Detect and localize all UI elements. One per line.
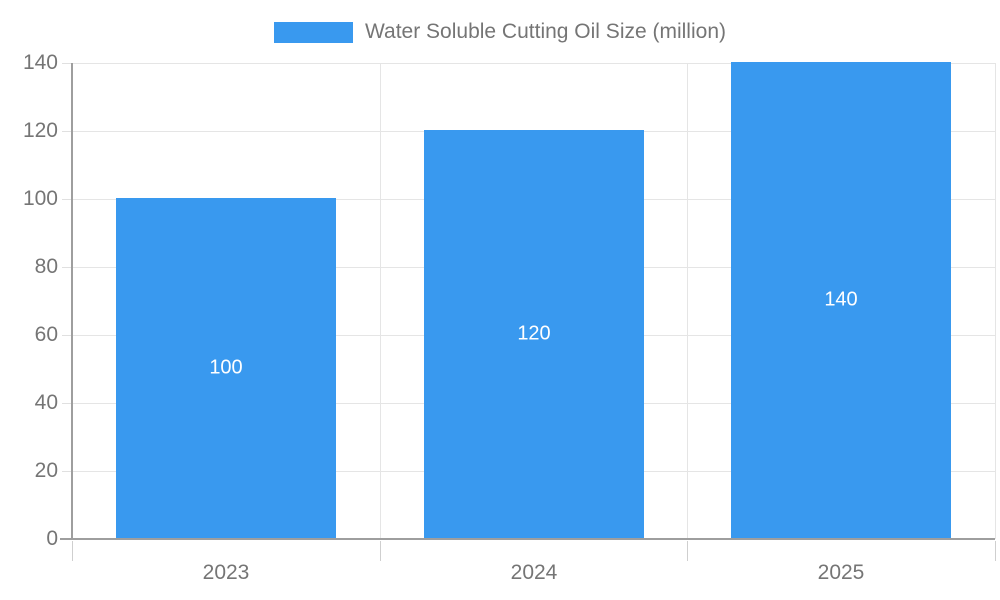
bar[interactable]: 140 bbox=[731, 62, 951, 538]
x-axis-tick bbox=[687, 541, 688, 561]
y-axis-label: 40 bbox=[34, 391, 58, 414]
y-axis-tick bbox=[62, 267, 72, 268]
y-axis-tick bbox=[62, 335, 72, 336]
bar-value-label: 100 bbox=[209, 356, 243, 379]
y-axis-label: 140 bbox=[22, 51, 58, 74]
y-axis-tick bbox=[62, 471, 72, 472]
y-axis-label: 80 bbox=[34, 255, 58, 278]
y-axis-line bbox=[71, 63, 73, 539]
gridline-horizontal bbox=[72, 63, 995, 64]
y-axis-label: 0 bbox=[46, 527, 58, 550]
y-axis-tick bbox=[62, 63, 72, 64]
x-axis-tick bbox=[380, 541, 381, 561]
legend[interactable]: Water Soluble Cutting Oil Size (million) bbox=[0, 18, 1000, 46]
x-axis-label: 2024 bbox=[510, 561, 558, 584]
gridline-vertical bbox=[380, 63, 381, 539]
y-axis-label: 20 bbox=[34, 459, 58, 482]
y-axis-tick bbox=[62, 199, 72, 200]
x-axis-tick bbox=[72, 541, 73, 561]
gridline-vertical bbox=[687, 63, 688, 539]
bar-value-label: 120 bbox=[517, 322, 551, 345]
y-axis-label: 100 bbox=[22, 187, 58, 210]
x-axis-baseline bbox=[60, 538, 995, 540]
y-axis-label: 60 bbox=[34, 323, 58, 346]
gridline-vertical bbox=[995, 63, 996, 539]
bar[interactable]: 100 bbox=[116, 198, 336, 538]
legend-swatch bbox=[273, 21, 353, 43]
bar[interactable]: 120 bbox=[424, 130, 644, 538]
y-axis-tick bbox=[62, 131, 72, 132]
legend-label: Water Soluble Cutting Oil Size (million) bbox=[364, 20, 726, 43]
bar-value-label: 140 bbox=[824, 288, 858, 311]
x-axis-tick bbox=[995, 541, 996, 561]
y-axis-tick bbox=[62, 403, 72, 404]
y-axis-label: 120 bbox=[22, 119, 58, 142]
x-axis-label: 2025 bbox=[817, 561, 865, 584]
x-axis-label: 2023 bbox=[202, 561, 250, 584]
